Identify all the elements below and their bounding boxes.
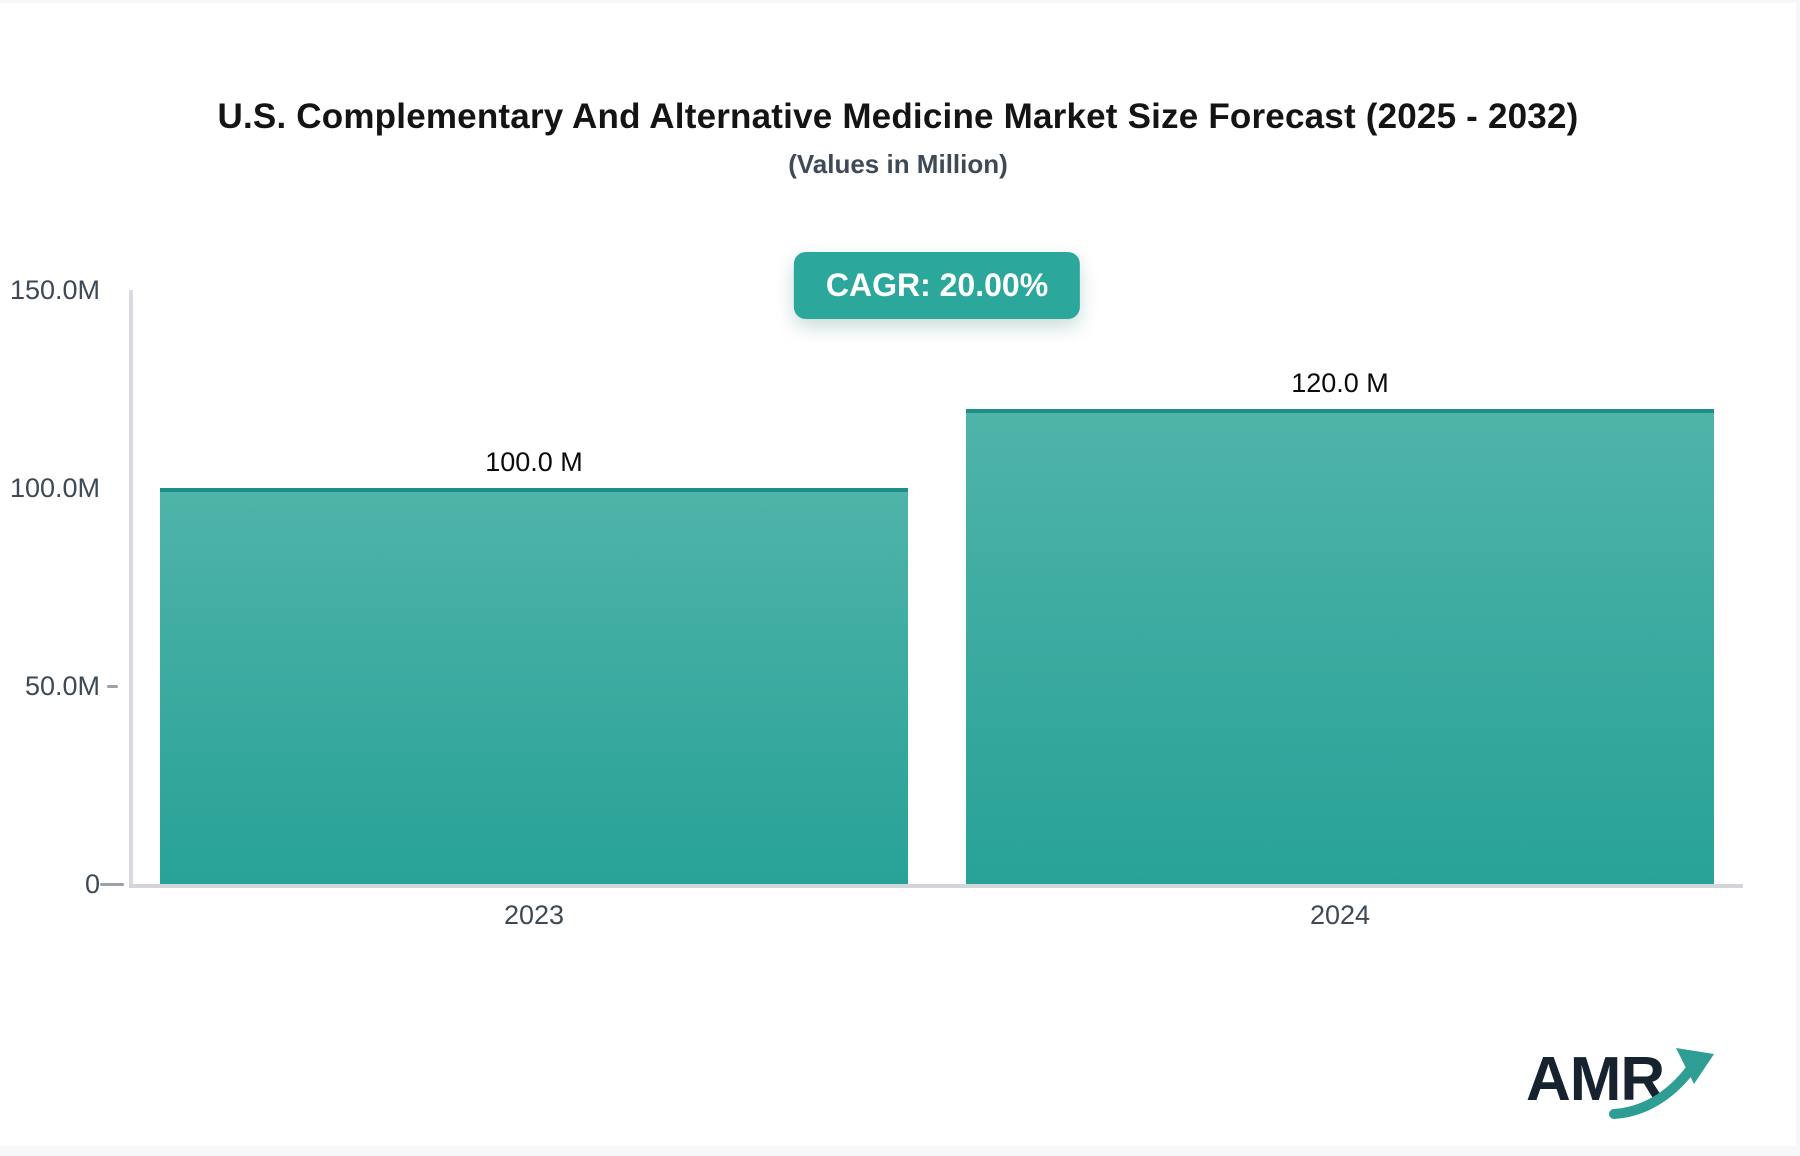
growth-arrow-icon: [1609, 1048, 1714, 1119]
bar-2023: [160, 488, 908, 884]
y-axis-label: 100.0M: [9, 473, 100, 503]
bar-value-label: 120.0 M: [1291, 367, 1389, 398]
y-axis-label: 150.0M: [9, 275, 100, 305]
y-axis-label: 0: [84, 869, 100, 899]
y-axis-line: [129, 290, 133, 884]
bar-2024: [966, 408, 1714, 884]
cagr-badge: CAGR: 20.00%: [793, 252, 1081, 319]
page-title: U.S. Complementary And Alternative Medic…: [217, 97, 1579, 136]
brand-logo: AMR: [1526, 1045, 1714, 1119]
bar-value-label: 100.0 M: [485, 447, 583, 477]
x-axis-line: [129, 884, 1743, 888]
x-axis-label: 2024: [1309, 900, 1371, 930]
chart-card: U.S. Complementary And Alternative Medic…: [0, 3, 1796, 1146]
y-axis-tick: [100, 883, 124, 886]
x-axis-label: 2023: [503, 900, 565, 930]
page-subtitle: (Values in Million): [788, 149, 1008, 179]
y-axis-tick: [107, 685, 118, 688]
y-axis-label: 50.0M: [24, 671, 100, 701]
plot-area: 150.0M 100.0M 50.0M 0 100.0 M 2023 120.0 M 202…: [10, 275, 1743, 930]
